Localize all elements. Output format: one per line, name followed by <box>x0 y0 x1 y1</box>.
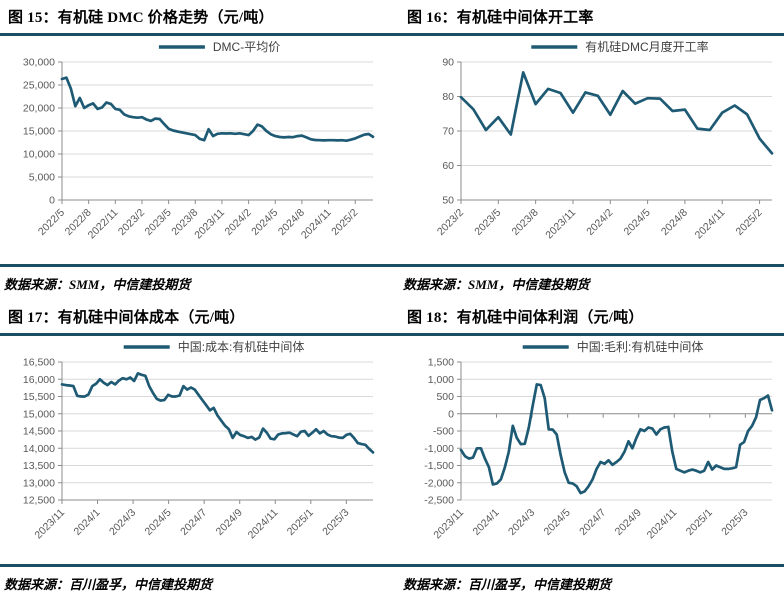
y-tick-label: 90 <box>442 57 454 69</box>
x-tick-label: 2024/5 <box>622 207 653 238</box>
y-tick-label: -500 <box>433 426 454 438</box>
source-row-1: 数据来源：SMM，中信建投期货 数据来源：SMM，中信建投期货 <box>0 267 784 300</box>
x-tick-label: 2023/5 <box>472 207 503 238</box>
source-divider-rule-1 <box>0 264 784 267</box>
legend-label: DMC-平均价 <box>213 40 280 54</box>
y-tick-label: 25,000 <box>23 80 55 92</box>
x-tick-label: 2025/1 <box>285 507 316 538</box>
x-tick-label: 2024/2 <box>584 207 615 238</box>
x-tick-label: 2024/5 <box>143 507 174 538</box>
y-tick-label: 13,000 <box>23 477 55 489</box>
x-tick-label: 2024/11 <box>645 507 680 542</box>
y-tick-label: 80 <box>442 91 454 103</box>
fig15-source: 数据来源：SMM，中信建投期货 <box>4 277 191 292</box>
fig17-line-chart: 12,500 13,000 13,500 14,000 14,500 15,000 15,5… <box>23 339 375 542</box>
y-tick-label: 13,500 <box>23 460 55 472</box>
fig15-line-chart: 0 5,000 10,000 15,000 20,000 25,000 30,000 2022… <box>23 40 375 242</box>
legend-label: 中国:成本:有机硅中间体 <box>178 339 305 354</box>
series-line <box>459 383 774 495</box>
y-tick-label: 16,500 <box>23 357 55 369</box>
y-tick-label: 70 <box>442 126 454 138</box>
y-tick-label: 16,000 <box>23 374 55 386</box>
series-line <box>60 76 375 143</box>
series-line <box>60 372 375 454</box>
x-tick-label: 2024/3 <box>107 507 138 538</box>
y-tick-label: 500 <box>436 391 454 403</box>
x-tick-label: 2024/3 <box>506 507 537 538</box>
x-tick-label: 2023/8 <box>510 207 541 238</box>
x-tick-label: 2023/2 <box>435 207 466 238</box>
x-tick-label: 2023/2 <box>116 207 147 238</box>
fig18-source: 数据来源：百川盈孚，中信建投期货 <box>403 577 612 592</box>
title-divider-rule-1 <box>0 33 784 36</box>
y-tick-label: 15,000 <box>23 408 55 420</box>
x-tick-label: 2025/1 <box>684 507 715 538</box>
x-tick-label: 2024/7 <box>178 507 209 538</box>
source-row-2: 数据来源：百川盈孚，中信建投期货 数据来源：百川盈孚，中信建投期货 <box>0 567 784 600</box>
chart-row-2: 12,500 13,000 13,500 14,000 14,500 15,000 15,5… <box>0 336 784 564</box>
x-tick-label: 2024/7 <box>577 507 608 538</box>
x-tick-label: 2024/11 <box>246 507 281 542</box>
y-tick-label: 12,500 <box>23 495 55 507</box>
x-tick-label: 2025/2 <box>329 207 360 238</box>
fig18-line-chart: -2,500 -2,000 -1,500 -1,000 -500 0 500 1,000 1,5… <box>424 339 774 542</box>
source-divider-rule-2 <box>0 564 784 567</box>
x-tick-label: 2023/11 <box>192 207 227 242</box>
y-tick-label: 14,500 <box>23 426 55 438</box>
y-tick-label: 20,000 <box>23 103 55 115</box>
y-tick-label: 60 <box>442 160 454 172</box>
x-tick-label: 2024/11 <box>693 207 728 242</box>
y-tick-label: -2,000 <box>424 477 454 489</box>
x-tick-label: 2024/1 <box>71 507 102 538</box>
series-line <box>459 71 774 155</box>
x-tick-label: 2024/11 <box>299 207 334 242</box>
fig18-title: 图 18：有机硅中间体利润（元/吨） <box>407 310 644 326</box>
x-tick-label: 2023/11 <box>543 207 578 242</box>
header-row-1: 图 15：有机硅 DMC 价格走势（元/吨） 图 16：有机硅中间体开工率 <box>0 0 784 33</box>
x-tick-label: 2024/2 <box>223 207 254 238</box>
fig17-source: 数据来源：百川盈孚，中信建投期货 <box>4 577 213 592</box>
y-tick-label: -1,500 <box>424 460 454 472</box>
y-tick-label: 0 <box>49 195 55 207</box>
x-tick-label: 2022/11 <box>86 207 121 242</box>
x-tick-label: 2023/11 <box>32 507 67 542</box>
y-tick-label: 1,000 <box>428 374 454 386</box>
x-tick-label: 2024/9 <box>214 507 245 538</box>
legend-label: 中国:毛利:有机硅中间体 <box>577 339 704 354</box>
x-tick-label: 2025/3 <box>320 507 351 538</box>
fig16-title: 图 16：有机硅中间体开工率 <box>407 10 594 26</box>
y-tick-label: -2,500 <box>424 495 454 507</box>
y-tick-label: 15,500 <box>23 391 55 403</box>
title-divider-rule-2 <box>0 333 784 336</box>
x-tick-label: 2024/5 <box>542 507 573 538</box>
y-tick-label: 30,000 <box>23 57 55 69</box>
x-tick-label: 2023/5 <box>143 207 174 238</box>
x-tick-label: 2025/3 <box>719 507 750 538</box>
y-tick-label: -1,000 <box>424 443 454 455</box>
x-tick-label: 2024/5 <box>249 207 280 238</box>
fig15-title: 图 15：有机硅 DMC 价格走势（元/吨） <box>8 10 274 26</box>
y-tick-label: 14,000 <box>23 443 55 455</box>
y-tick-label: 10,000 <box>23 149 55 161</box>
x-tick-label: 2024/1 <box>470 507 501 538</box>
x-tick-label: 2022/5 <box>36 207 67 238</box>
header-row-2: 图 17：有机硅中间体成本（元/吨） 图 18：有机硅中间体利润（元/吨） <box>0 300 784 333</box>
chart-row-1: 0 5,000 10,000 15,000 20,000 25,000 30,000 2022… <box>0 36 784 264</box>
y-tick-label: 1,500 <box>428 357 454 369</box>
y-tick-label: 50 <box>442 195 454 207</box>
legend-label: 有机硅DMC月度开工率 <box>585 39 708 54</box>
fig16-source: 数据来源：SMM，中信建投期货 <box>403 277 590 292</box>
x-tick-label: 2024/8 <box>659 207 690 238</box>
y-tick-label: 15,000 <box>23 126 55 138</box>
x-tick-label: 2025/2 <box>733 207 764 238</box>
x-tick-label: 2023/11 <box>431 507 466 542</box>
x-tick-label: 2024/9 <box>613 507 644 538</box>
y-tick-label: 5,000 <box>29 172 55 184</box>
y-tick-label: 0 <box>448 408 454 420</box>
fig17-title: 图 17：有机硅中间体成本（元/吨） <box>8 310 245 326</box>
